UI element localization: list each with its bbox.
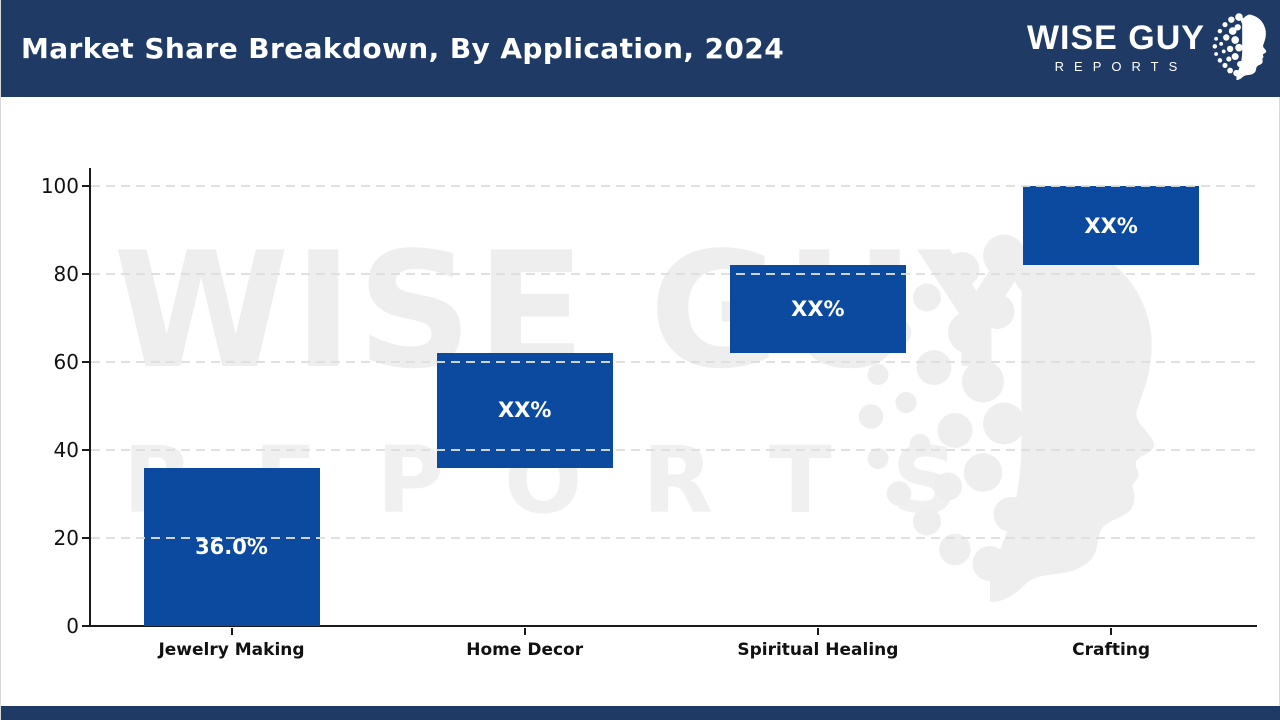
- grid-line: [91, 361, 1257, 363]
- y-axis-tick: [82, 625, 89, 627]
- x-tick-label: Crafting: [1072, 640, 1151, 660]
- y-tick-label: 0: [66, 614, 79, 638]
- y-tick-label: 60: [53, 350, 79, 374]
- y-tick-label: 20: [53, 526, 79, 550]
- y-axis-tick: [82, 361, 89, 363]
- y-tick-label: 100: [40, 174, 79, 198]
- dotted-head-icon: [1212, 13, 1267, 81]
- grid-line: [91, 537, 1257, 539]
- x-axis-tick: [816, 628, 819, 635]
- y-axis-tick: [82, 449, 89, 451]
- y-tick-label: 80: [53, 262, 79, 286]
- y-axis-tick: [82, 537, 89, 539]
- bar-value-label: XX%: [791, 297, 845, 322]
- grid-line: [91, 449, 1257, 451]
- bar: [1023, 186, 1200, 266]
- y-axis-line: [89, 168, 91, 627]
- grid-line: [91, 273, 1257, 275]
- brand-logo: WISE GUY REPORTS: [1027, 12, 1271, 82]
- x-tick-label: Home Decor: [466, 640, 584, 660]
- app-header: Market Share Breakdown, By Application, …: [1, 0, 1280, 97]
- brand-subtitle: REPORTS: [1054, 59, 1188, 74]
- page-title: Market Share Breakdown, By Application, …: [21, 32, 785, 65]
- x-tick-label: Jewelry Making: [158, 640, 305, 660]
- y-tick-label: 40: [53, 438, 79, 462]
- brand-name: WISE GUY: [1026, 19, 1205, 57]
- bar-value-label: 36.0%: [195, 534, 268, 559]
- brand-logo-text: WISE GUY REPORTS: [1027, 19, 1205, 75]
- x-axis-tick: [230, 628, 233, 635]
- y-axis-tick: [82, 185, 89, 187]
- bar: [143, 467, 320, 626]
- watermark-head-icon: [858, 234, 1154, 602]
- footer-bar: [1, 706, 1280, 720]
- x-axis-line: [89, 625, 1257, 627]
- x-tick-label: Spiritual Healing: [737, 640, 899, 660]
- x-axis-tick: [523, 628, 526, 635]
- bar-value-label: XX%: [1084, 213, 1138, 238]
- bar-value-label: XX%: [497, 398, 552, 423]
- bar: [729, 265, 906, 354]
- x-axis-tick: [1110, 628, 1113, 635]
- y-axis-tick: [82, 273, 89, 275]
- bar: [436, 353, 613, 468]
- grid-line: [91, 185, 1257, 187]
